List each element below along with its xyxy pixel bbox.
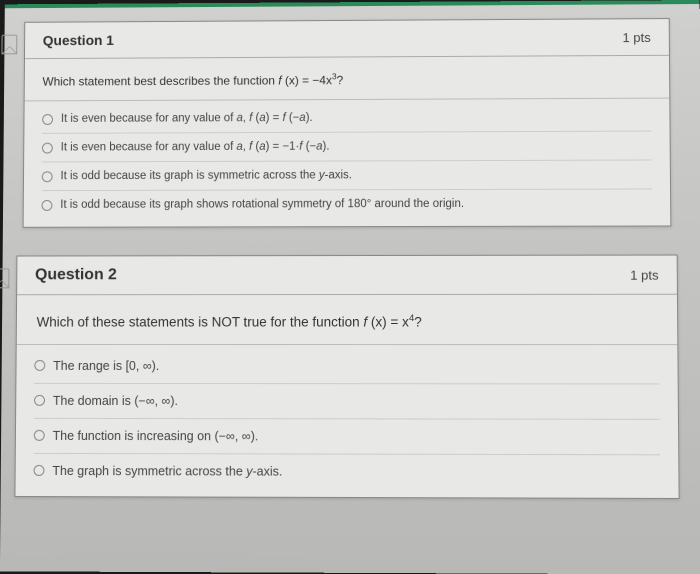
radio-icon[interactable]	[34, 360, 45, 371]
option[interactable]: It is odd because its graph shows rotati…	[41, 189, 652, 218]
question-prompt: Which statement best describes the funct…	[25, 56, 670, 102]
option-label: The domain is (−∞, ∞).	[53, 393, 178, 407]
question-title: Question 1	[43, 32, 114, 48]
progress-bar	[5, 0, 700, 8]
option[interactable]: The function is increasing on (−∞, ∞).	[34, 418, 660, 454]
option-label: The range is [0, ∞).	[53, 358, 159, 372]
question-title: Question 2	[35, 266, 117, 284]
question-prompt: Which of these statements is NOT true fo…	[17, 295, 678, 345]
bookmark-icon[interactable]	[0, 268, 9, 288]
option[interactable]: The range is [0, ∞).	[34, 348, 659, 383]
option[interactable]: The domain is (−∞, ∞).	[34, 383, 660, 419]
option-label: It is even because for any value of a, f…	[61, 112, 313, 125]
bookmark-icon[interactable]	[1, 35, 17, 55]
option-label: The graph is symmetric across the y-axis…	[52, 463, 282, 478]
radio-icon[interactable]	[42, 142, 53, 153]
option-label: It is even because for any value of a, f…	[61, 141, 330, 154]
question-points: 1 pts	[622, 30, 650, 45]
question-header: Question 1 1 pts	[25, 19, 669, 59]
option[interactable]: The graph is symmetric across the y-axis…	[33, 453, 660, 489]
option[interactable]: It is odd because its graph is symmetric…	[42, 160, 652, 191]
radio-icon[interactable]	[33, 465, 44, 476]
option-label: It is odd because its graph shows rotati…	[60, 198, 464, 211]
option[interactable]: It is even because for any value of a, f…	[42, 132, 652, 163]
question-card-2: Question 2 1 pts Which of these statemen…	[14, 255, 679, 499]
radio-icon[interactable]	[41, 199, 52, 210]
option-label: It is odd because its graph is symmetric…	[60, 169, 352, 182]
radio-icon[interactable]	[34, 395, 45, 406]
radio-icon[interactable]	[42, 171, 53, 182]
radio-icon[interactable]	[34, 430, 45, 441]
options-group: The range is [0, ∞). The domain is (−∞, …	[15, 344, 678, 497]
question-card-1: Question 1 1 pts Which statement best de…	[23, 18, 672, 228]
option[interactable]: It is even because for any value of a, f…	[42, 103, 651, 134]
radio-icon[interactable]	[42, 114, 53, 125]
options-group: It is even because for any value of a, f…	[24, 99, 671, 227]
question-points: 1 pts	[630, 267, 659, 282]
option-label: The function is increasing on (−∞, ∞).	[53, 428, 259, 442]
quiz-screen: Question 1 1 pts Which statement best de…	[0, 0, 700, 574]
question-header: Question 2 1 pts	[17, 256, 677, 296]
